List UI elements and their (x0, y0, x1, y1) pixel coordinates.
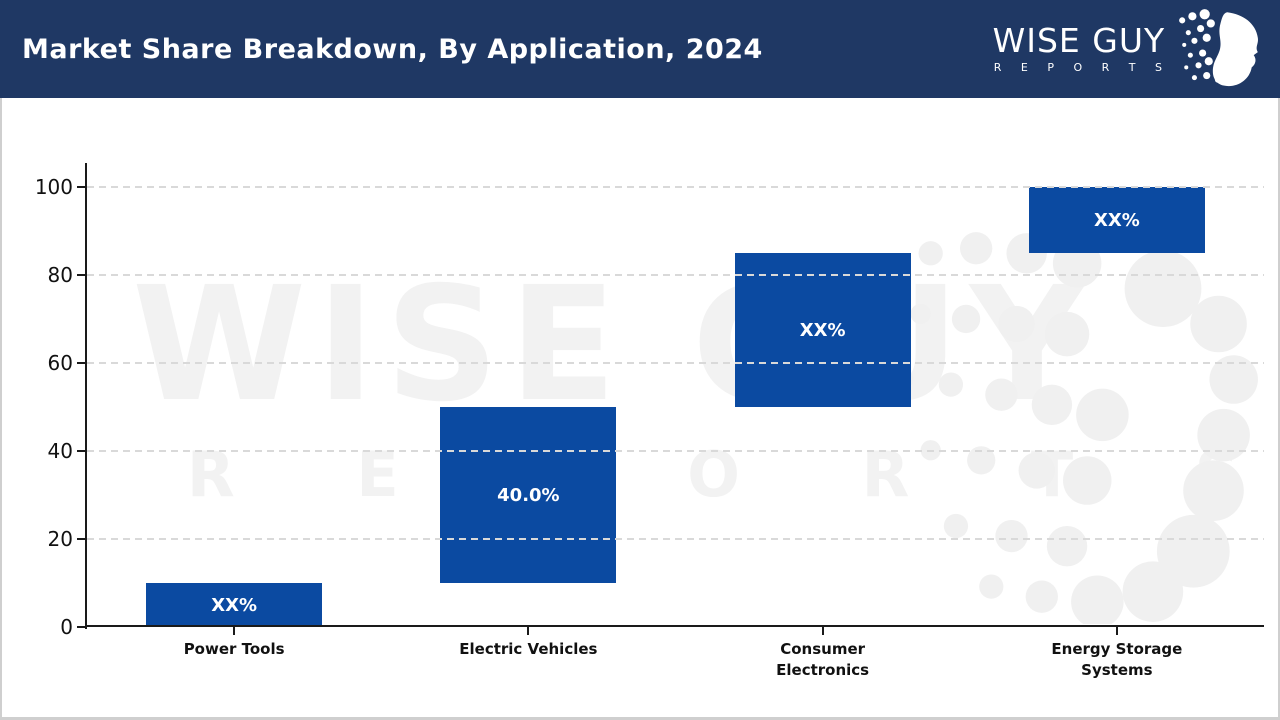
gridline (87, 186, 1264, 188)
gridline (87, 538, 1264, 540)
plot-area: 0 20 40 60 80 100 XX% Power Tools 40.0% Electric … (35, 163, 1264, 679)
face-profile-logo-icon (1179, 9, 1258, 87)
x-axis-tick (821, 627, 824, 635)
x-axis-tick (527, 627, 530, 635)
y-axis-tick (77, 362, 85, 364)
bar-power-tools: XX% (146, 583, 323, 627)
category-label: Electric Vehicles (459, 640, 598, 658)
y-tick-label: 60 (47, 351, 73, 375)
x-axis-tick (1115, 627, 1118, 635)
y-axis-tick (77, 538, 85, 540)
gridline (87, 450, 1264, 452)
y-axis-tick (77, 626, 85, 628)
x-axis-line (85, 625, 1264, 627)
category-label: Energy Storage Systems (1051, 640, 1183, 679)
bar-electric-vehicles: 40.0% (440, 407, 617, 583)
bar-value-label: XX% (211, 594, 258, 616)
bar-value-label: XX% (799, 319, 846, 341)
page-title: Market Share Breakdown, By Application, … (22, 33, 763, 65)
y-axis-spine (85, 163, 87, 629)
bar-value-label: 40.0% (497, 484, 560, 506)
y-tick-label: 80 (47, 263, 73, 287)
y-tick-label: 100 (34, 175, 73, 199)
y-tick-label: 20 (47, 527, 73, 551)
bar-value-label: XX% (1093, 209, 1140, 231)
logo-name: WISE GUY (992, 21, 1166, 61)
chart-area: WISE GUY R E P O R T S (0, 98, 1280, 720)
logo-subtitle: R E P O R T S (993, 60, 1170, 74)
y-tick-label: 0 (60, 615, 73, 639)
watermark-line1: WISE GUY (132, 253, 1095, 437)
bar-consumer-electronics: XX% (734, 253, 911, 407)
y-axis-tick (77, 274, 85, 276)
gridline (87, 362, 1264, 364)
category-label: Consumer Electronics (776, 640, 870, 679)
x-axis-tick (233, 627, 236, 635)
logo-text: WISE GUY R E P O R T S (988, 24, 1170, 74)
gridline (87, 274, 1264, 276)
header: Market Share Breakdown, By Application, … (0, 0, 1280, 98)
bar-energy-storage-systems: XX% (1028, 187, 1205, 253)
watermark-face-icon (874, 232, 1258, 624)
y-axis-tick (77, 450, 85, 452)
category-label: Power Tools (183, 640, 285, 658)
wise-guy-logo: WISE GUY R E P O R T S (988, 7, 1266, 91)
y-axis-tick (77, 186, 85, 188)
y-tick-label: 40 (47, 439, 73, 463)
